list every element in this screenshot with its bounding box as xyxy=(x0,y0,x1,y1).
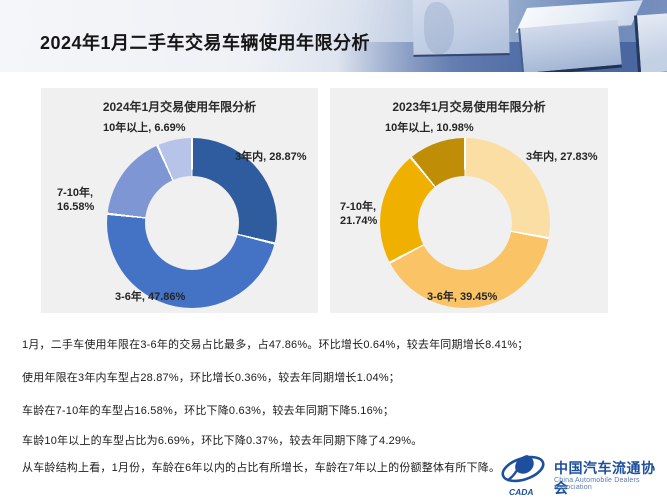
chart-panel-2023: 2023年1月交易使用年限分析 10年以上, 10.98% 3年内, 27.83… xyxy=(330,88,608,313)
slice-label-3to6y: 3-6年, 47.86% xyxy=(115,291,186,303)
analysis-paragraph: 使用年限在3年内车型占28.87%，环比增长0.36%，较去年同期增长1.04%… xyxy=(22,372,401,384)
org-logo: CADA 中国汽车流通协会 China Automobile Dealers A… xyxy=(500,450,665,498)
chart-title-2023: 2023年1月交易使用年限分析 xyxy=(392,100,546,114)
page-title: 2024年1月二手车交易车辆使用年限分析 xyxy=(40,33,371,53)
analysis-text-block: 1月，二手车使用年限在3-6年的交易占比最多，占47.86%。环比增长0.64%… xyxy=(22,337,652,493)
analysis-paragraph: 车龄10年以上的车型占比为6.69%，环比下降0.37%，较去年同期下降了4.2… xyxy=(22,435,423,447)
slice-label-line1: 7-10年, xyxy=(57,187,94,199)
slice-label-line2: 16.58% xyxy=(57,201,95,213)
cada-logo-text: CADA xyxy=(509,487,534,497)
slice-label-7to10y: 7-10年, 16.58% xyxy=(57,186,94,214)
slice-label-over10y: 10年以上, 6.69% xyxy=(103,122,186,134)
slice-label-under3y: 3年内, 27.83% xyxy=(526,151,598,163)
decorative-cube-icon xyxy=(518,19,622,72)
donut-chart-2023 xyxy=(380,138,550,308)
donut-chart-2024 xyxy=(107,138,277,308)
org-name-chinese: 中国汽车流通协会 xyxy=(554,462,656,497)
org-name-english: China Automobile Dealers Association xyxy=(554,477,640,491)
analysis-paragraph: 车龄在7-10年的车型占16.58%，环比下降0.63%，较去年同期下降5.16… xyxy=(22,405,395,417)
slice-label-over10y: 10年以上, 10.98% xyxy=(385,122,474,134)
chart-panel-2024: 2024年1月交易使用年限分析 10年以上, 6.69% 3年内, 28.87%… xyxy=(41,88,318,313)
slice-label-under3y: 3年内, 28.87% xyxy=(235,151,307,163)
decorative-cube-icon xyxy=(634,12,667,72)
cada-swoosh-icon: CADA xyxy=(501,455,545,497)
analysis-paragraph: 从车龄结构上看，1月份，车龄在6年以内的占比有所增长，车龄在7年以上的份额整体有… xyxy=(22,462,501,474)
donut-hole xyxy=(145,176,239,270)
decorative-cube-shadow xyxy=(424,2,454,54)
chart-title-2024: 2024年1月交易使用年限分析 xyxy=(102,100,257,114)
slice-label-line1: 7-10年, xyxy=(340,201,377,213)
slice-label-3to6y: 3-6年, 39.45% xyxy=(427,291,498,303)
slice-label-line2: 21.74% xyxy=(340,215,378,227)
header-banner: 2024年1月二手车交易车辆使用年限分析 xyxy=(0,0,667,72)
slice-label-7to10y: 7-10年, 21.74% xyxy=(340,200,377,228)
donut-hole xyxy=(418,176,512,270)
analysis-paragraph: 1月，二手车使用年限在3-6年的交易占比最多，占47.86%。环比增长0.64%… xyxy=(22,339,529,351)
